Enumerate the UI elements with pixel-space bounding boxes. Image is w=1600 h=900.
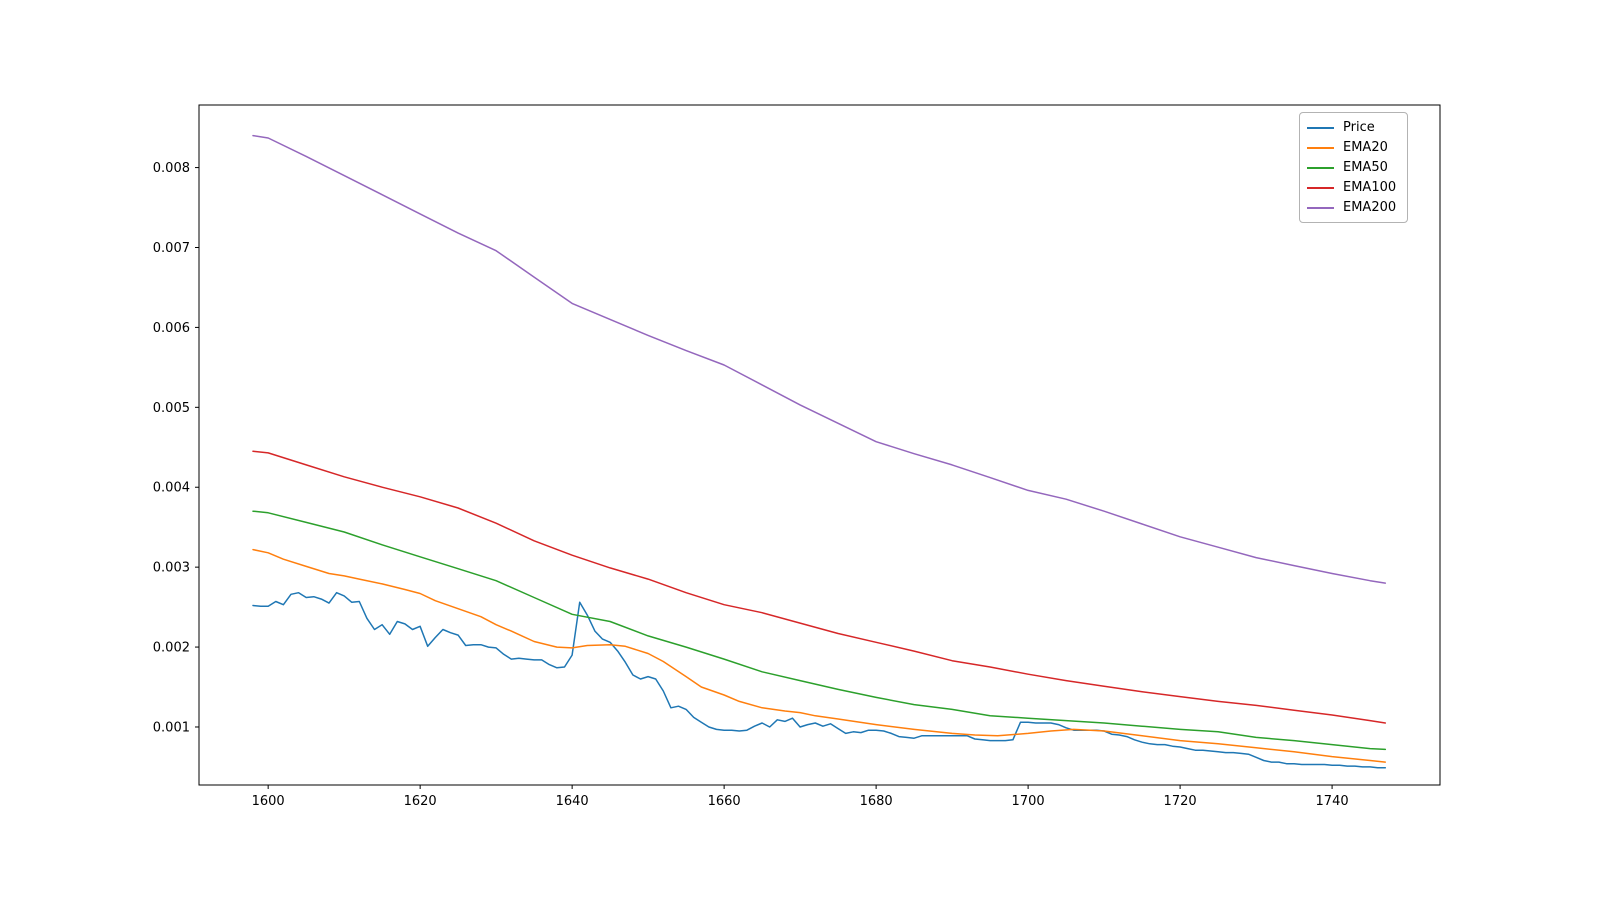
- x-tick-label: 1680: [860, 794, 893, 809]
- x-tick-label: 1600: [252, 794, 285, 809]
- legend-item-ema50: EMA50: [1307, 158, 1400, 178]
- x-tick-label: 1720: [1164, 794, 1197, 809]
- series-line-price: [252, 591, 1387, 769]
- legend: Price EMA20 EMA50 EMA100 EMA200: [1299, 112, 1408, 223]
- x-tick-label: 1660: [708, 794, 741, 809]
- y-tick-label: 0.007: [153, 241, 190, 256]
- y-tick-label: 0.001: [153, 720, 190, 735]
- legend-item-ema20: EMA20: [1307, 138, 1400, 158]
- axes-box: [198, 104, 1441, 786]
- legend-line-swatch: [1307, 167, 1334, 169]
- legend-line-swatch: [1307, 207, 1334, 209]
- legend-item-ema200: EMA200: [1307, 198, 1400, 218]
- x-tick-label: 1620: [404, 794, 437, 809]
- y-tick-label: 0.006: [153, 321, 190, 336]
- x-tick-label: 1640: [556, 794, 589, 809]
- legend-label: EMA200: [1343, 200, 1397, 215]
- x-tick-label: 1700: [1012, 794, 1045, 809]
- y-tick-label: 0.005: [153, 401, 190, 416]
- series-line-ema50: [252, 510, 1387, 751]
- legend-label: EMA20: [1343, 140, 1388, 155]
- series-line-ema200: [252, 134, 1387, 584]
- x-tick-label: 1740: [1316, 794, 1349, 809]
- legend-line-swatch: [1307, 127, 1334, 129]
- series-line-ema20: [252, 548, 1387, 763]
- y-tick-label: 0.002: [153, 641, 190, 656]
- legend-item-ema100: EMA100: [1307, 178, 1400, 198]
- y-tick-label: 0.004: [153, 481, 190, 496]
- legend-label: Price: [1343, 120, 1375, 135]
- y-tick-label: 0.003: [153, 561, 190, 576]
- legend-item-price: Price: [1307, 118, 1400, 138]
- legend-label: EMA50: [1343, 160, 1388, 175]
- y-tick-label: 0.008: [153, 161, 190, 176]
- legend-label: EMA100: [1343, 180, 1397, 195]
- legend-line-swatch: [1307, 147, 1334, 149]
- series-line-ema100: [252, 450, 1387, 724]
- legend-line-swatch: [1307, 187, 1334, 189]
